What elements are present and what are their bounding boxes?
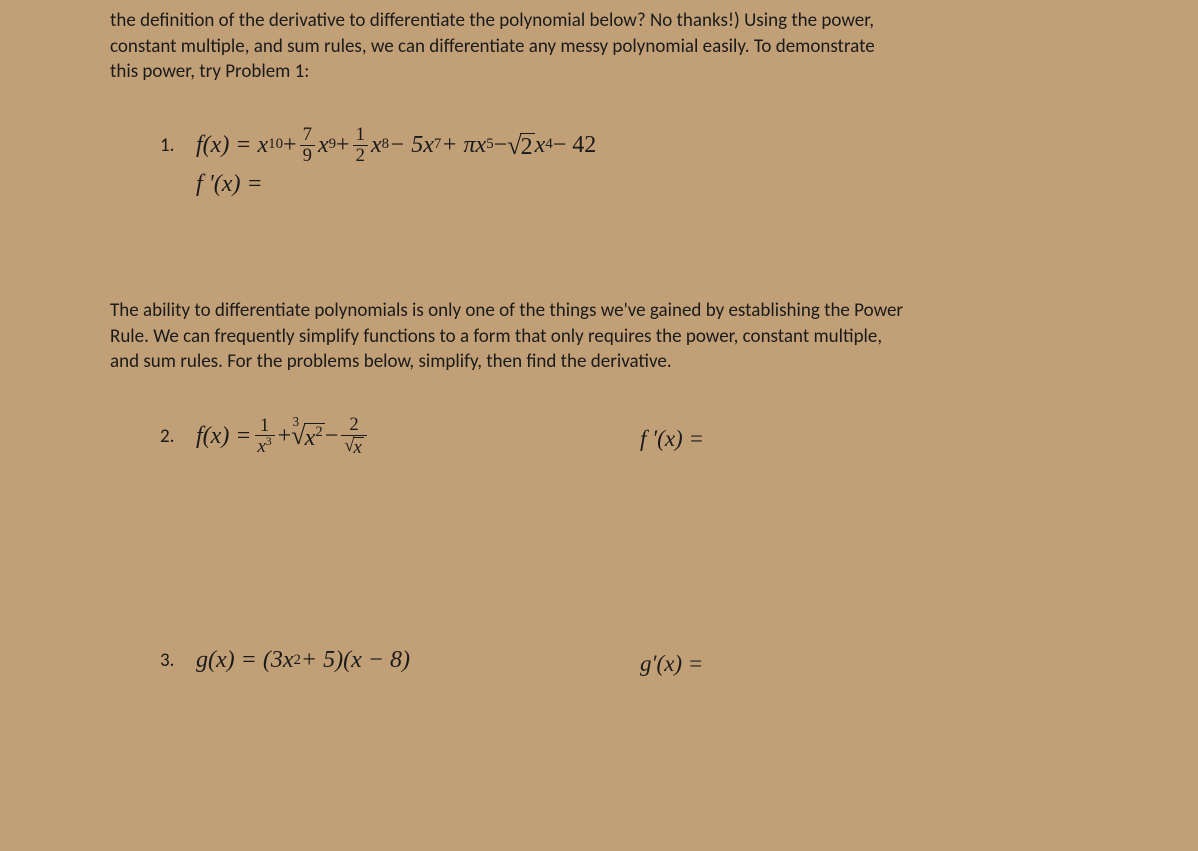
problem-2-function: f(x) = 1 x3 + 3 √ x2 − 2 <box>196 415 370 457</box>
problem-2: 2. f(x) = 1 x3 + 3 √ x2 − 2 <box>160 415 1088 463</box>
problem-1-number: 1. <box>160 134 178 157</box>
sqrt-x-icon: √x <box>344 436 364 458</box>
problem-1: 1. f(x) = x10 + 7 9 x9 + 1 2 x8 − 5x7 + … <box>160 125 1088 198</box>
problem-2-number: 2. <box>160 425 178 448</box>
problem-3-row: 3. g(x) = (3x2 + 5)(x − 8) g′(x) = <box>160 647 1088 680</box>
problem-3-left: 3. g(x) = (3x2 + 5)(x − 8) <box>160 647 640 674</box>
problem-3: 3. g(x) = (3x2 + 5)(x − 8) g′(x) = <box>160 647 1088 680</box>
fraction-1-2: 1 2 <box>353 125 368 165</box>
middle-paragraph: The ability to differentiate polynomials… <box>110 298 1088 375</box>
problem-2-row: 2. f(x) = 1 x3 + 3 √ x2 − 2 <box>160 415 1088 463</box>
spacer <box>110 463 1088 647</box>
problem-1-function: f(x) = x10 + 7 9 x9 + 1 2 x8 − 5x7 + πx5… <box>196 125 596 165</box>
problem-3-derivative-prompt: g′(x) = <box>640 651 703 677</box>
mid-line-3: and sum rules. For the problems below, s… <box>110 350 672 373</box>
fraction-7-9: 7 9 <box>300 125 315 165</box>
problem-1-derivative-prompt: f '(x) = <box>196 171 1088 198</box>
worksheet-page: the definition of the derivative to diff… <box>0 0 1198 680</box>
intro-line-2: constant multiple, and sum rules, we can… <box>110 35 875 58</box>
intro-line-3: this power, try Problem 1: <box>110 60 309 83</box>
fraction-1-over-x3: 1 x3 <box>255 416 275 458</box>
problem-3-function: g(x) = (3x2 + 5)(x − 8) <box>196 647 410 674</box>
fraction-2-over-sqrt-x: 2 √x <box>341 415 367 457</box>
mid-line-2: Rule. We can frequently simplify functio… <box>110 325 882 348</box>
problem-1-equation-row: 1. f(x) = x10 + 7 9 x9 + 1 2 x8 − 5x7 + … <box>160 125 1088 165</box>
intro-line-1: the definition of the derivative to diff… <box>110 9 874 32</box>
problem-3-number: 3. <box>160 649 178 672</box>
mid-line-1: The ability to differentiate polynomials… <box>110 299 903 322</box>
sqrt-2-icon: √2 <box>507 130 534 161</box>
cube-root-icon: 3 √ x2 <box>291 420 325 452</box>
intro-paragraph: the definition of the derivative to diff… <box>110 8 1088 85</box>
problem-2-left: 2. f(x) = 1 x3 + 3 √ x2 − 2 <box>160 415 640 457</box>
problem-2-derivative-prompt: f ′(x) = <box>640 426 704 452</box>
